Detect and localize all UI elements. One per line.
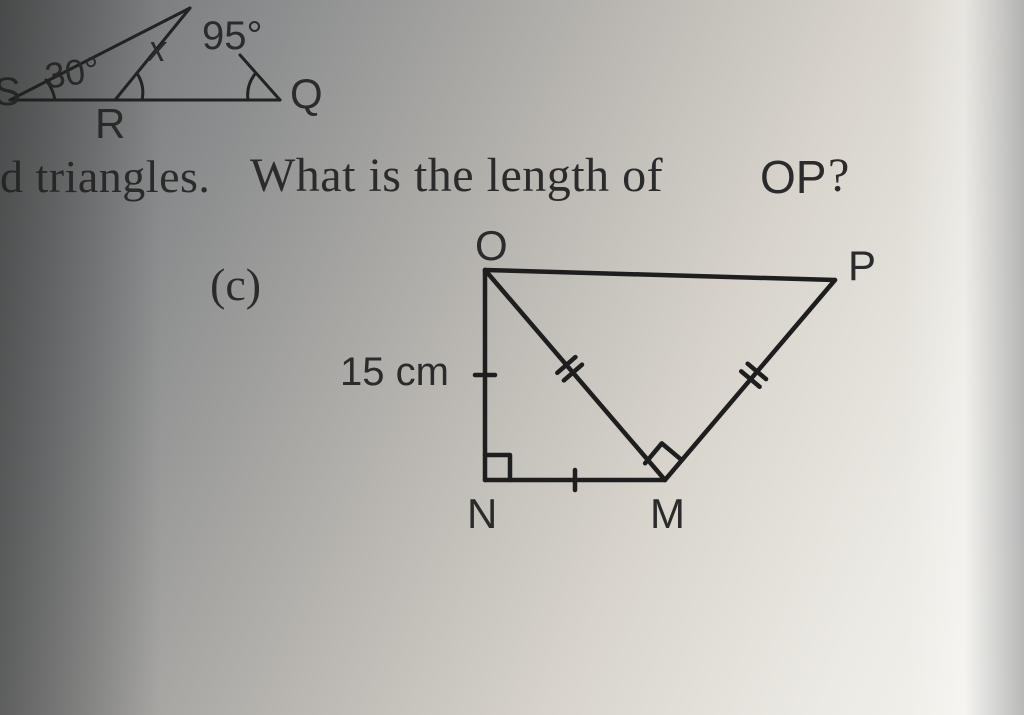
question-qmark: ? bbox=[828, 148, 849, 203]
angle-30: 30° bbox=[42, 48, 102, 97]
question-var: OP bbox=[760, 150, 826, 204]
question-prefix: d triangles. bbox=[0, 150, 210, 203]
angle-x: x bbox=[148, 28, 166, 70]
main-figure bbox=[355, 250, 915, 550]
label-n: N bbox=[467, 490, 497, 538]
side-label-15cm: 15 cm bbox=[340, 350, 449, 395]
vertex-r: R bbox=[95, 100, 125, 148]
book-edge bbox=[964, 0, 1024, 715]
vertex-q: Q bbox=[290, 70, 323, 118]
angle-95: 95° bbox=[202, 14, 263, 59]
part-label: (c) bbox=[210, 258, 261, 311]
label-p: P bbox=[848, 242, 876, 290]
vertex-s: S bbox=[0, 70, 21, 115]
label-m: M bbox=[650, 490, 685, 538]
question-main: What is the length of bbox=[250, 148, 663, 203]
label-o: O bbox=[475, 222, 508, 270]
page: 30° x 95° S R Q d triangles. What is the… bbox=[0, 0, 1024, 715]
